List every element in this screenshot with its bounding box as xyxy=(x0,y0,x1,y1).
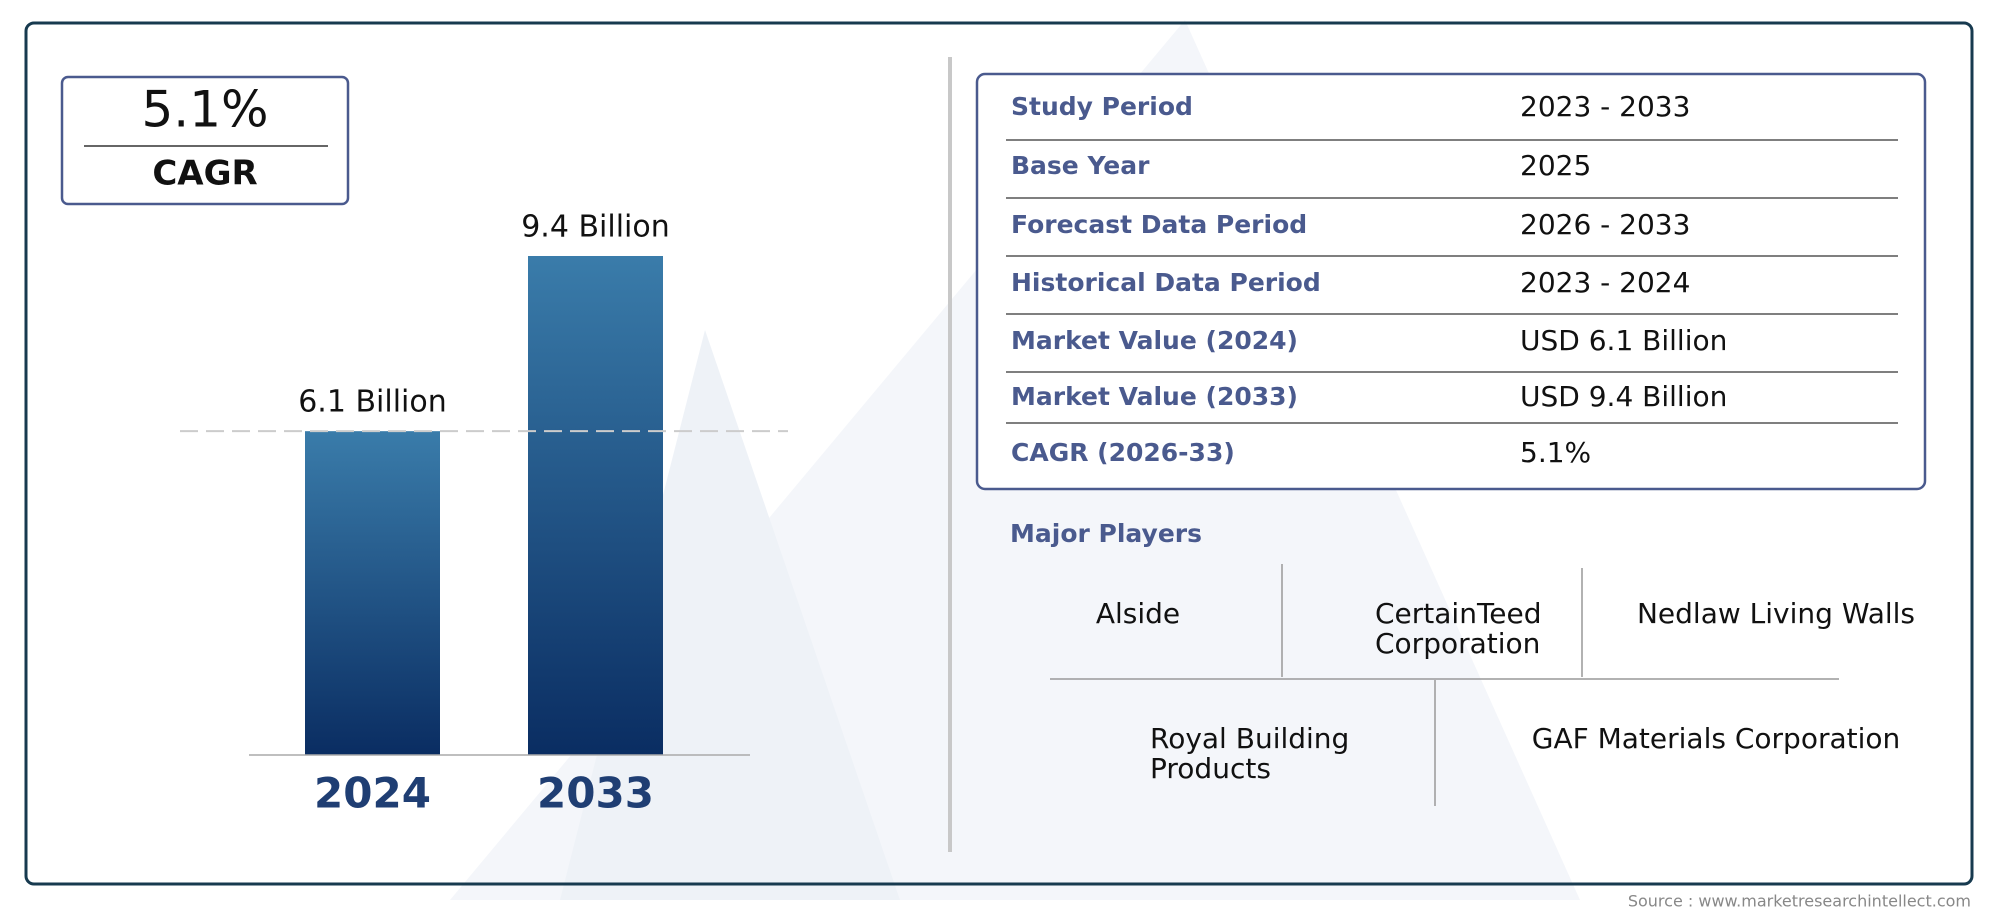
row-label: CAGR (2026-33) xyxy=(1011,438,1235,467)
cagr-box xyxy=(60,75,350,206)
value-label: 6.1 Billion xyxy=(298,385,447,420)
frame xyxy=(24,21,1974,886)
row-value: 2023 - 2024 xyxy=(1520,266,1690,299)
x-tick-label: 2024 xyxy=(314,769,431,818)
watermark xyxy=(560,330,900,900)
player-name: Corporation xyxy=(1375,627,1540,660)
row-label: Market Value (2033) xyxy=(1011,382,1298,411)
player-name: Alside xyxy=(1096,597,1180,630)
cagr-value: 5.1% xyxy=(141,81,268,139)
row-value: 5.1% xyxy=(1520,436,1591,469)
info-table xyxy=(975,72,1927,491)
player-name: GAF Materials Corporation xyxy=(1532,722,1901,755)
row-label: Study Period xyxy=(1011,92,1193,121)
x-tick-label: 2033 xyxy=(537,769,654,818)
value-label: 9.4 Billion xyxy=(521,210,670,245)
row-value: USD 6.1 Billion xyxy=(1520,324,1727,357)
players-title: Major Players xyxy=(1010,519,1202,548)
cagr-label: CAGR xyxy=(152,154,257,194)
row-value: 2025 xyxy=(1520,149,1591,182)
player-name: Products xyxy=(1150,752,1271,785)
player-name: Royal Building xyxy=(1150,722,1349,755)
row-label: Base Year xyxy=(1011,151,1150,180)
bar xyxy=(305,431,440,755)
row-label: Market Value (2024) xyxy=(1011,326,1298,355)
row-label: Forecast Data Period xyxy=(1011,210,1307,239)
player-name: Nedlaw Living Walls xyxy=(1637,597,1915,630)
source: Source : www.marketresearchintellect.com xyxy=(1628,892,1971,911)
row-value: 2026 - 2033 xyxy=(1520,208,1690,241)
player-name: CertainTeed xyxy=(1375,597,1542,630)
bar xyxy=(528,256,663,755)
row-value: 2023 - 2033 xyxy=(1520,90,1690,123)
row-value: USD 9.4 Billion xyxy=(1520,380,1727,413)
row-label: Historical Data Period xyxy=(1011,268,1321,297)
